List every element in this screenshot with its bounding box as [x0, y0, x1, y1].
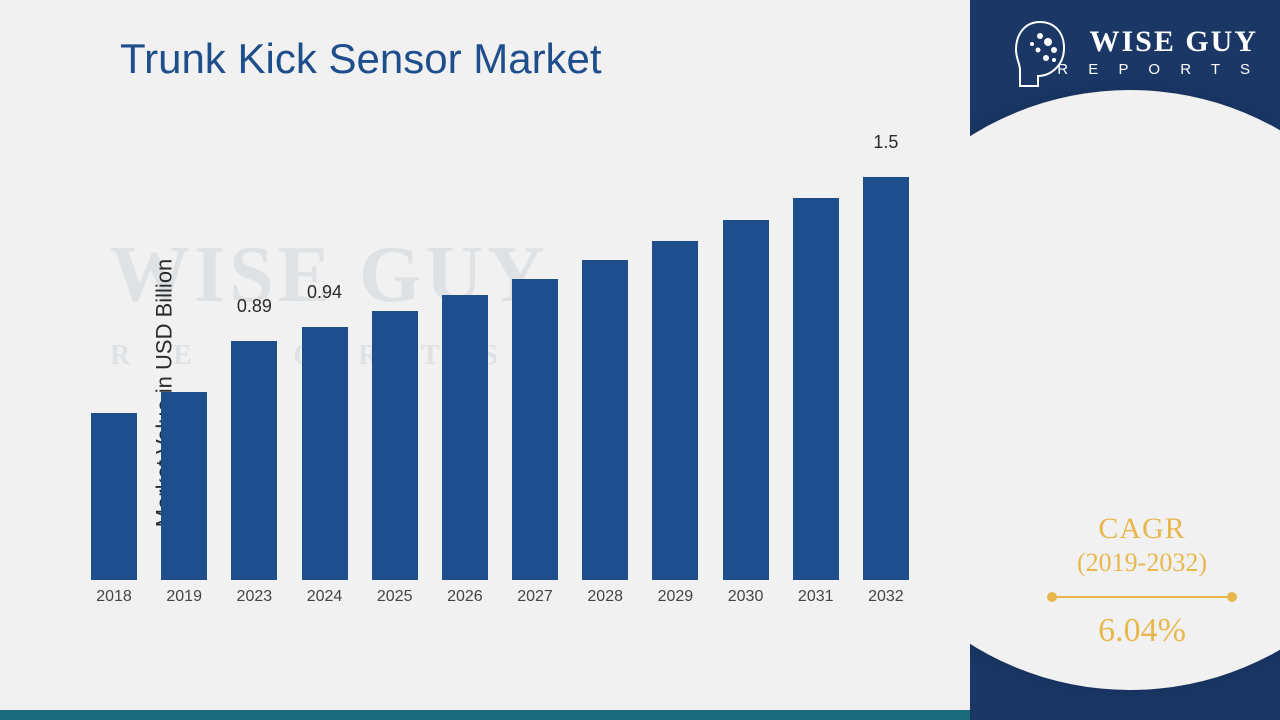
x-tick-label: 2024: [300, 588, 350, 606]
cagr-divider: [1052, 596, 1232, 598]
bar-wrap: [580, 260, 630, 580]
x-tick-label: 2025: [370, 588, 420, 606]
x-tick-label: 2030: [721, 588, 771, 606]
bar-wrap: [510, 279, 560, 580]
bar: [161, 392, 207, 580]
bar: [442, 295, 488, 580]
x-tick-label: 2018: [89, 588, 139, 606]
bar-wrap: [650, 241, 700, 580]
bar: [231, 341, 277, 580]
bar: [723, 220, 769, 580]
bar: [372, 311, 418, 580]
chart-title: Trunk Kick Sensor Market: [120, 35, 602, 83]
x-tick-label: 2026: [440, 588, 490, 606]
bar-wrap: 1.5: [861, 177, 911, 580]
x-tick-label: 2032: [861, 588, 911, 606]
bar: [91, 413, 137, 580]
bar-wrap: 0.94: [300, 327, 350, 580]
bar: [652, 241, 698, 580]
bar: [582, 260, 628, 580]
side-panel: WISE GUY R E P O R T S CAGR (2019-2032) …: [970, 0, 1280, 720]
brand-line1: WISE GUY: [1057, 25, 1258, 59]
x-labels-row: 2018 2019 2023 2024 2025 2026 2027 2028 2029 2030…: [85, 588, 915, 606]
cagr-period: (2019-2032): [1032, 548, 1252, 578]
page-root: WISE GUY R E P O R T S CAGR (2019-2032) …: [0, 0, 1280, 720]
bar: [302, 327, 348, 580]
x-tick-label: 2027: [510, 588, 560, 606]
bar: [863, 177, 909, 580]
bar-wrap: [721, 220, 771, 580]
bar-value-label: 0.94: [307, 282, 342, 303]
bar-wrap: [791, 198, 841, 580]
bars-container: 0.89 0.94 1.5: [85, 150, 915, 580]
brand-block: WISE GUY R E P O R T S: [1057, 25, 1258, 78]
x-tick-label: 2031: [791, 588, 841, 606]
cagr-block: CAGR (2019-2032) 6.04%: [1032, 512, 1252, 650]
cagr-value: 6.04%: [1032, 612, 1252, 650]
plot-region: 0.89 0.94 1.5: [85, 150, 915, 580]
bar-wrap: [159, 392, 209, 580]
bar-wrap: 0.89: [229, 341, 279, 580]
brand-line2: R E P O R T S: [1057, 61, 1258, 78]
x-tick-label: 2023: [229, 588, 279, 606]
x-tick-label: 2028: [580, 588, 630, 606]
bar: [512, 279, 558, 580]
bar-wrap: [370, 311, 420, 580]
chart-area: Trunk Kick Sensor Market WISE GUY R E P …: [0, 0, 970, 720]
cagr-title: CAGR: [1032, 512, 1252, 546]
x-tick-label: 2019: [159, 588, 209, 606]
bottom-accent-bar: [0, 710, 970, 720]
bar-wrap: [89, 413, 139, 580]
x-tick-label: 2029: [650, 588, 700, 606]
bar-value-label: 0.89: [237, 296, 272, 317]
bar-value-label: 1.5: [873, 132, 898, 153]
bar: [793, 198, 839, 580]
bar-wrap: [440, 295, 490, 580]
